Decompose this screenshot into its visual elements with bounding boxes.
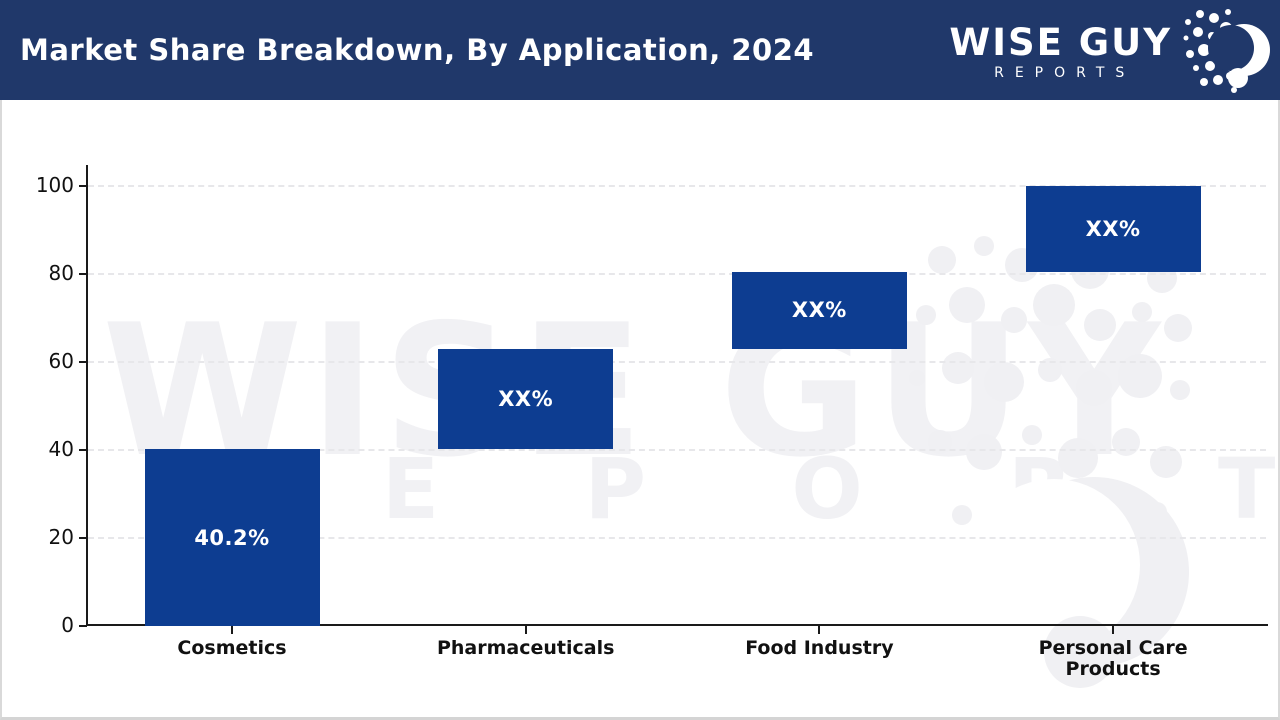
logo-subtitle: REPORTS <box>994 65 1136 81</box>
wise-guy-logo: WISE GUY REPORTS <box>949 0 1270 100</box>
bar-value-label: XX% <box>498 386 554 411</box>
y-tick-label-80: 80 <box>48 261 74 285</box>
gridline-80 <box>88 273 1266 275</box>
x-tick-1 <box>524 626 527 634</box>
header: Market Share Breakdown, By Application, … <box>0 0 1280 100</box>
gridline-40 <box>88 449 1266 451</box>
x-tick-label-0: Cosmetics <box>177 637 287 659</box>
bar-value-label: XX% <box>1085 216 1141 241</box>
chart-title: Market Share Breakdown, By Application, … <box>20 33 815 67</box>
y-tick-label-40: 40 <box>48 437 74 461</box>
x-tick-3 <box>1112 626 1115 634</box>
bar-cosmetics: 40.2% <box>144 449 320 626</box>
logo-wordmark: WISE GUY <box>949 21 1172 64</box>
x-tick-0 <box>231 626 233 634</box>
y-tick-label-60: 60 <box>48 349 74 373</box>
bar-value-label: XX% <box>791 298 847 323</box>
bar-pharmaceuticals: XX% <box>438 348 614 450</box>
y-tick-label-20: 20 <box>48 525 74 549</box>
gridline-60 <box>88 361 1266 363</box>
x-axis-line <box>86 624 1268 626</box>
bar-personal-care-products: XX% <box>1025 186 1201 272</box>
gridline-20 <box>88 537 1266 539</box>
y-tick-label-100: 100 <box>35 173 74 197</box>
logo-text: WISE GUY REPORTS <box>949 21 1172 82</box>
gridline-100 <box>88 185 1266 187</box>
bar-value-label: 40.2% <box>194 525 270 550</box>
x-tick-label-1: Pharmaceuticals <box>436 637 615 659</box>
y-tick-60 <box>79 361 87 363</box>
bar-food-industry: XX% <box>731 271 907 349</box>
y-tick-40 <box>79 449 87 451</box>
y-tick-20 <box>79 537 87 539</box>
x-tick-2 <box>818 626 821 634</box>
y-tick-label-0: 0 <box>61 613 74 637</box>
y-axis-line <box>86 165 88 626</box>
x-tick-label-2: Food Industry <box>745 637 894 659</box>
y-tick-80 <box>79 273 87 275</box>
logo-head-dots-icon <box>1183 9 1270 93</box>
plot-canvas: WISE GUY R E P O R T S <box>0 100 1280 720</box>
y-tick-100 <box>79 185 87 187</box>
x-tick-label-3: Personal Care Products <box>1038 637 1188 680</box>
y-tick-0 <box>79 625 87 627</box>
